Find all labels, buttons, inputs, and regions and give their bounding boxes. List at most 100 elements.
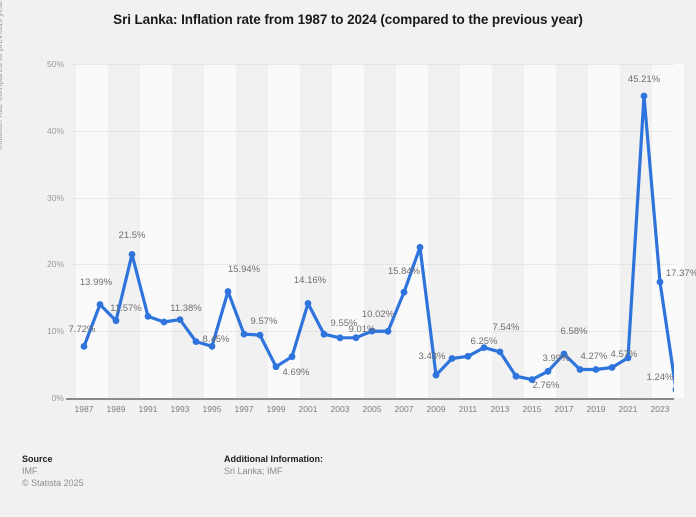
plot-band (140, 64, 172, 398)
y-axis-title: Inflation rate compared to previous year (0, 0, 4, 150)
data-point[interactable] (640, 92, 648, 100)
data-point[interactable] (352, 334, 360, 342)
data-point[interactable] (96, 301, 104, 308)
data-point[interactable] (464, 352, 472, 360)
data-point-label: 45.21% (627, 73, 661, 85)
data-point-label: 7.72% (68, 324, 96, 336)
additional-info-value: Sri Lanka; IMF (224, 466, 283, 476)
data-point-label: 4.69% (282, 366, 310, 378)
data-point[interactable] (448, 355, 456, 362)
data-point-label: 9.01% (348, 323, 376, 335)
data-point[interactable] (400, 288, 408, 296)
data-point-label: 6.25% (470, 336, 498, 348)
data-point[interactable] (272, 363, 280, 371)
grid-line (71, 264, 674, 266)
data-point[interactable] (320, 330, 328, 338)
footer: Source IMF © Statista 2025 Additional In… (0, 425, 696, 517)
data-point-label: 13.99% (79, 276, 113, 288)
data-point-label: 21.5% (118, 230, 146, 242)
data-point-label: 9.57% (250, 316, 278, 328)
y-axis-tick: 50% (46, 59, 64, 69)
data-point[interactable] (288, 353, 296, 361)
y-axis-tick: 40% (46, 125, 64, 136)
data-point[interactable] (160, 318, 168, 326)
data-point[interactable] (256, 331, 264, 339)
data-point[interactable] (304, 300, 312, 307)
x-axis-tick: 2021 (618, 404, 638, 414)
x-axis-tick: 2001 (298, 404, 318, 414)
x-axis-tick: 1993 (170, 404, 190, 414)
x-axis-tick: 2017 (554, 404, 574, 414)
x-axis-tick: 2003 (330, 404, 350, 414)
x-axis-tick: 1987 (74, 404, 94, 414)
page-title: Sri Lanka: Inflation rate from 1987 to 2… (113, 12, 583, 27)
data-point[interactable] (240, 330, 248, 338)
data-point[interactable] (528, 376, 536, 383)
data-point-label: 17.37% (665, 267, 696, 279)
data-point-label: 9.55% (330, 318, 358, 330)
x-axis-tick: 2013 (490, 404, 510, 414)
data-point[interactable] (192, 338, 200, 345)
plot-band (524, 64, 556, 398)
x-axis-tick: 1999 (266, 404, 286, 414)
data-point[interactable] (208, 342, 216, 350)
data-point-label: 6.58% (560, 326, 588, 338)
additional-info-title: Additional Information: (224, 454, 323, 464)
data-point-label: 3.99% (542, 353, 570, 365)
data-point[interactable] (544, 367, 552, 375)
data-point[interactable] (480, 344, 488, 351)
data-point[interactable] (432, 371, 440, 379)
data-point-label: 15.84% (387, 266, 421, 278)
x-axis-tick: 2005 (362, 404, 382, 414)
data-point-label: 3.43% (418, 351, 446, 363)
y-axis-tick: 20% (46, 259, 64, 270)
data-point[interactable] (592, 366, 600, 373)
x-axis-tick: 2015 (522, 404, 542, 414)
data-point-label: 4.27% (580, 351, 608, 363)
y-axis-tick: 30% (46, 192, 64, 203)
data-point[interactable] (144, 313, 152, 320)
data-point[interactable] (656, 278, 664, 286)
data-point[interactable] (336, 334, 344, 342)
data-point[interactable] (224, 288, 232, 295)
data-point[interactable] (512, 372, 520, 380)
data-point-label: 1.24% (646, 371, 674, 383)
copyright-text: © Statista 2025 (22, 478, 84, 488)
plot-band (396, 64, 428, 398)
data-point[interactable] (624, 354, 632, 362)
data-point-label: 11.38% (170, 302, 202, 314)
plot-band (332, 64, 364, 398)
data-point[interactable] (560, 350, 568, 358)
data-point[interactable] (128, 251, 136, 258)
data-point[interactable] (416, 243, 424, 251)
data-point[interactable] (80, 343, 88, 350)
y-axis-tick-labels: 0% 10% 20% 30% 40% 50% (20, 59, 64, 403)
x-axis-tick: 2009 (426, 404, 446, 414)
y-axis-tick: 0% (51, 393, 64, 403)
x-axis-tick: 2007 (394, 404, 414, 414)
plot-band (76, 64, 108, 398)
data-point[interactable] (112, 317, 120, 325)
x-axis-tick: 2011 (458, 404, 478, 414)
data-point[interactable] (176, 316, 184, 323)
plot-band (204, 64, 236, 398)
data-point[interactable] (496, 348, 504, 356)
plot-band (588, 64, 620, 398)
plot-band (460, 64, 492, 398)
source-value: IMF (22, 466, 38, 476)
data-point-label: 11.57% (110, 302, 142, 314)
x-axis-tick: 2019 (586, 404, 606, 414)
data-point-label: 7.54% (492, 321, 520, 333)
x-axis-tick: 1989 (106, 404, 126, 414)
data-point[interactable] (384, 327, 392, 335)
data-point[interactable] (368, 327, 376, 335)
series-line (82, 94, 674, 388)
x-axis-tick: 2023 (650, 404, 670, 414)
grid-line (71, 197, 674, 200)
data-point-label: 14.16% (293, 275, 327, 287)
data-point[interactable] (672, 386, 674, 393)
data-point-label: 4.57% (610, 349, 638, 361)
x-axis-tick: 1995 (202, 404, 222, 414)
data-point[interactable] (576, 366, 584, 373)
data-point[interactable] (608, 364, 616, 371)
